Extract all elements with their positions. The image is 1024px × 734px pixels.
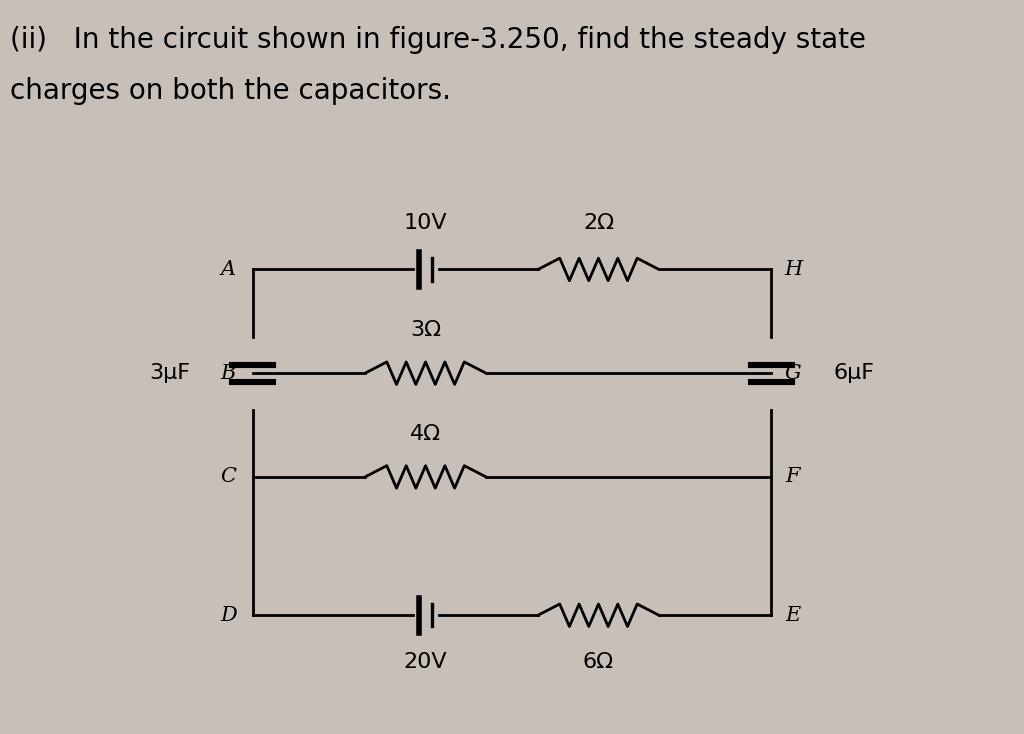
Text: A: A xyxy=(221,260,236,279)
Text: C: C xyxy=(220,468,237,487)
Text: 4Ω: 4Ω xyxy=(410,424,441,444)
Text: D: D xyxy=(220,606,237,625)
Text: B: B xyxy=(221,364,237,382)
Text: charges on both the capacitors.: charges on both the capacitors. xyxy=(10,77,452,105)
Text: 3Ω: 3Ω xyxy=(410,320,441,341)
Text: 6Ω: 6Ω xyxy=(583,652,614,672)
Text: 20V: 20V xyxy=(403,652,447,672)
Text: E: E xyxy=(785,606,801,625)
Text: F: F xyxy=(785,468,800,487)
Text: (ii)   In the circuit shown in figure-3.250, find the steady state: (ii) In the circuit shown in figure-3.25… xyxy=(10,26,866,54)
Text: 2Ω: 2Ω xyxy=(583,213,614,233)
Text: H: H xyxy=(783,260,802,279)
Text: G: G xyxy=(784,364,801,382)
Text: 10V: 10V xyxy=(403,213,447,233)
Text: 3μF: 3μF xyxy=(150,363,190,383)
Text: 6μF: 6μF xyxy=(834,363,874,383)
